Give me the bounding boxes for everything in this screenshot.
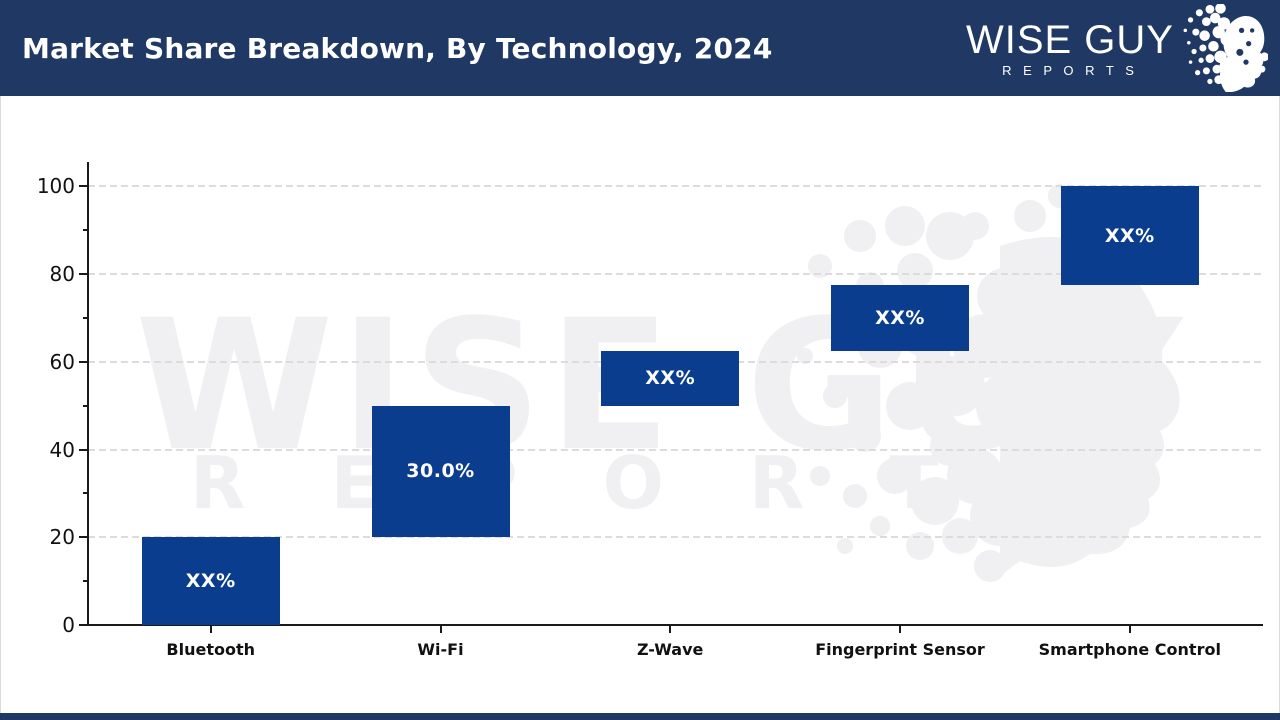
y-tick-80 <box>79 273 88 275</box>
gridline-100 <box>88 185 1262 188</box>
bar-value-label: XX% <box>185 570 236 593</box>
gridline-80 <box>88 273 1262 275</box>
page-title: Market Share Breakdown, By Technology, 2… <box>22 31 773 65</box>
y-minor-tick-90 <box>83 229 88 232</box>
category-label: Bluetooth <box>166 640 255 659</box>
wise-guy-logo: WISE GUY R E P O R T S <box>966 0 1268 96</box>
x-tick <box>1128 625 1131 633</box>
y-minor-tick-70 <box>83 316 88 319</box>
y-tick-label: 20 <box>49 525 75 550</box>
x-tick <box>209 625 212 633</box>
header: Market Share Breakdown, By Technology, 2… <box>0 0 1280 96</box>
bar-value-label: 30.0% <box>406 460 475 483</box>
logo-face-icon <box>1183 4 1268 92</box>
y-minor-tick-50 <box>83 404 88 407</box>
y-tick-label: 100 <box>36 174 75 199</box>
bar-bluetooth: XX% <box>141 537 280 625</box>
y-tick-60 <box>79 360 88 363</box>
y-tick-label: 80 <box>49 262 75 286</box>
y-minor-tick-30 <box>83 492 88 495</box>
y-tick-label: 0 <box>62 613 75 637</box>
category-label: Z-Wave <box>636 640 704 659</box>
y-tick-label: 40 <box>49 437 75 462</box>
x-tick <box>669 625 672 633</box>
y-tick-label: 60 <box>49 349 75 374</box>
bar-value-label: XX% <box>1104 224 1155 247</box>
y-tick-40 <box>79 448 88 451</box>
bar-fingerprint-sensor: XX% <box>831 284 969 351</box>
category-label: Wi-Fi <box>417 640 464 659</box>
x-tick <box>439 625 442 633</box>
x-tick <box>899 625 901 633</box>
gridline-40 <box>88 448 1262 451</box>
bar-smartphone-control: XX% <box>1060 186 1199 285</box>
footer-bar <box>0 713 1280 720</box>
x-axis-line <box>87 624 1263 626</box>
bar-value-label: XX% <box>875 306 925 329</box>
gridline-20 <box>88 536 1262 539</box>
category-label: Smartphone Control <box>1038 640 1221 659</box>
y-tick-100 <box>79 185 88 188</box>
y-tick-20 <box>79 536 88 539</box>
y-tick-0 <box>79 624 88 626</box>
bar-z-wave: XX% <box>601 350 740 406</box>
bar-value-label: XX% <box>645 367 696 390</box>
category-label: Fingerprint Sensor <box>815 640 985 659</box>
bar-wi-fi: 30.0% <box>371 405 510 538</box>
y-axis-line <box>87 162 89 626</box>
y-minor-tick-10 <box>83 580 88 583</box>
logo-subtext: R E P O R T S <box>1002 62 1138 78</box>
logo-wordmark: WISE GUY <box>965 17 1174 62</box>
logo-text: WISE GUY R E P O R T S <box>966 20 1174 77</box>
